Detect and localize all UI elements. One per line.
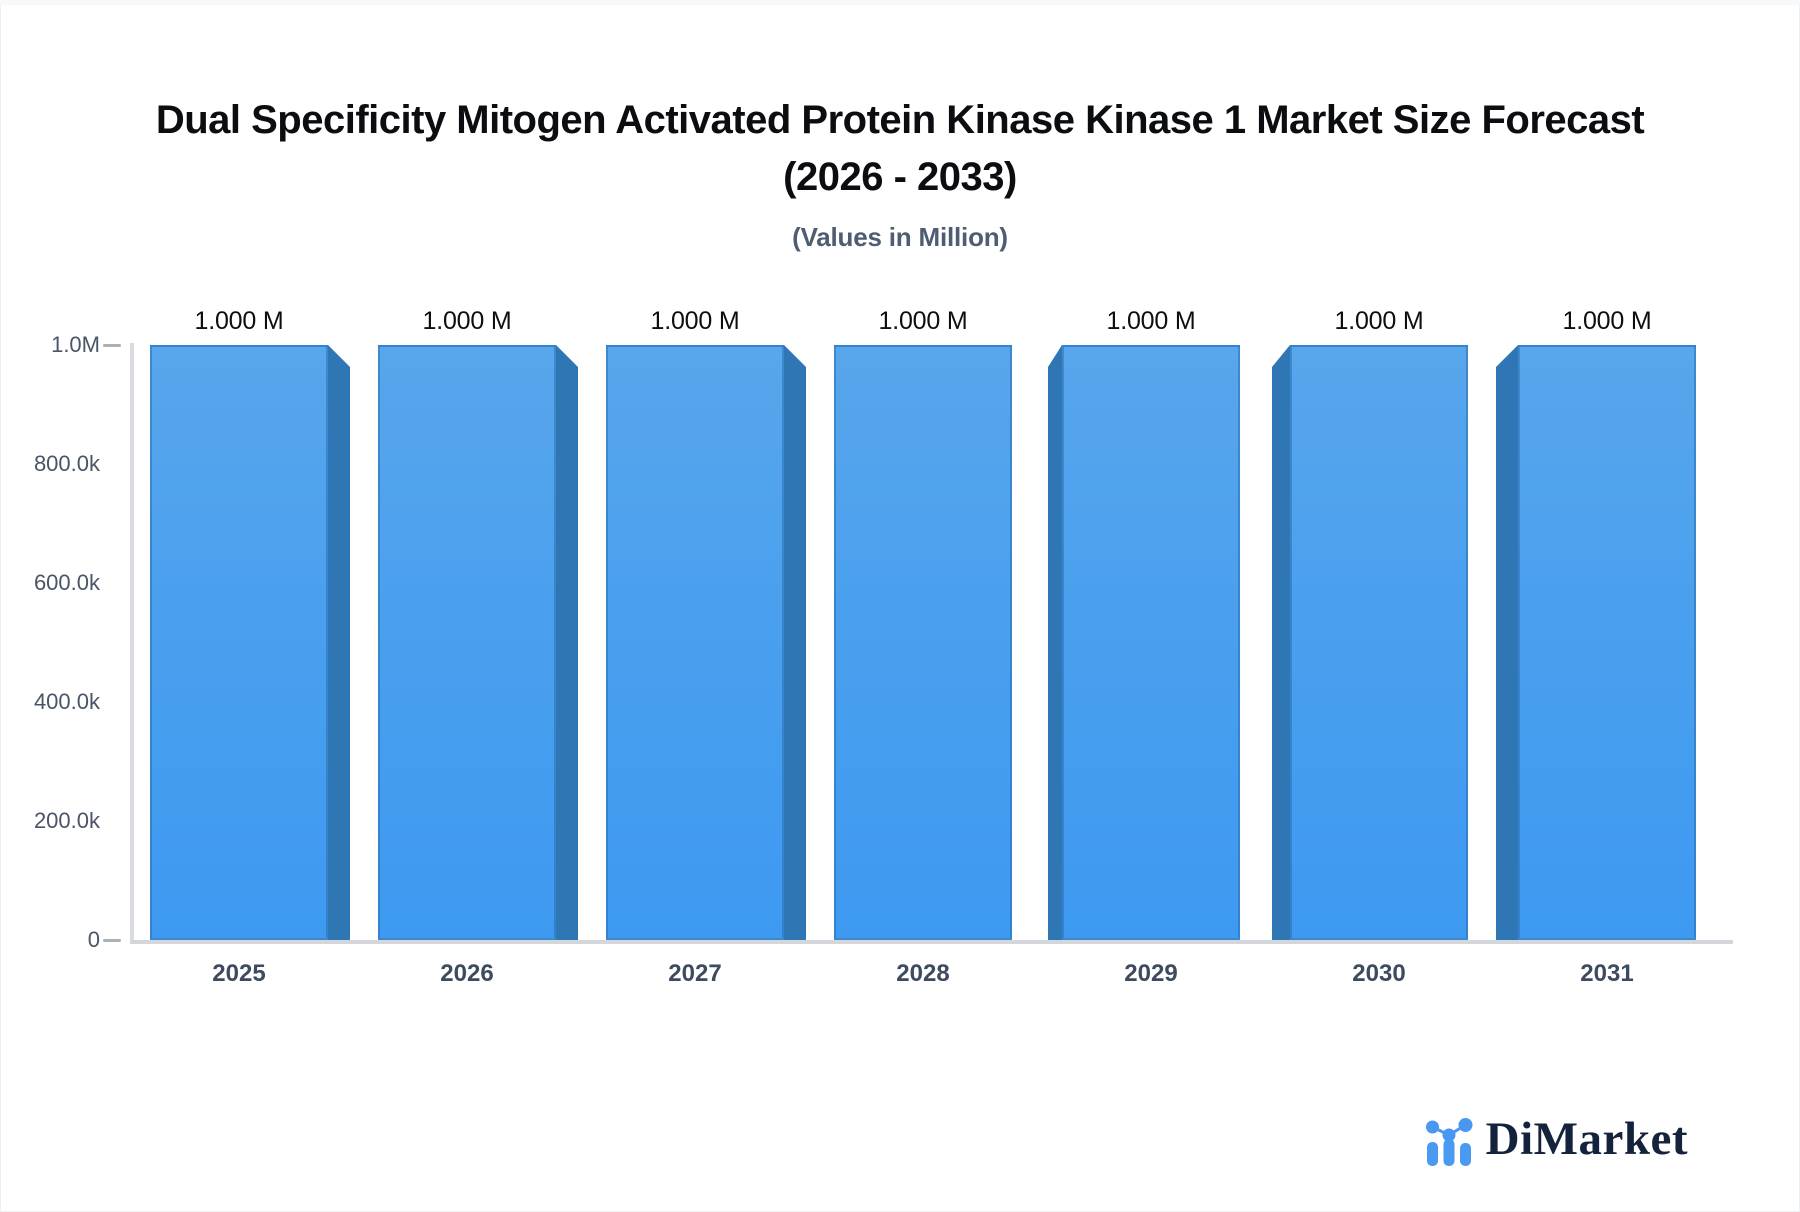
bar-3d-side <box>328 345 350 940</box>
y-tick-label: 1.0M <box>51 332 100 357</box>
bar-3d-side <box>784 345 806 940</box>
bar-face <box>378 345 556 940</box>
bar-2025[interactable] <box>150 345 350 940</box>
bar-2028[interactable] <box>834 345 1012 940</box>
bar-2029[interactable] <box>1048 345 1240 940</box>
x-tick-label: 2028 <box>896 960 950 987</box>
x-tick-label: 2025 <box>212 960 266 987</box>
dimarket-logo-icon <box>1425 1118 1473 1166</box>
bar-value-label: 1.000 M <box>878 307 968 335</box>
bar-value-label: 1.000 M <box>1106 307 1196 335</box>
y-tick-label: 200.0k <box>33 808 100 833</box>
bar-face <box>1290 345 1468 940</box>
y-tick-label: 800.0k <box>33 451 100 476</box>
bar-face <box>606 345 784 940</box>
bar-value-label: 1.000 M <box>650 307 740 335</box>
bar-2027[interactable] <box>606 345 806 940</box>
bar-3d-side <box>1496 345 1518 940</box>
bar-3d-side <box>1272 345 1290 940</box>
chart-title: Dual Specificity Mitogen Activated Prote… <box>155 98 1645 142</box>
bar-value-label: 1.000 M <box>1562 307 1652 335</box>
page-top-border <box>0 0 1800 5</box>
x-tick-label: 2030 <box>1352 960 1406 987</box>
bar-3d-side <box>556 345 578 940</box>
bar-face <box>1062 345 1240 940</box>
bar-face <box>150 345 328 940</box>
chart-title-years: (2026 - 2033) <box>783 155 1017 199</box>
x-tick-label: 2029 <box>1124 960 1178 987</box>
bar-3d-side <box>1048 345 1062 940</box>
y-tick-mark <box>103 938 121 942</box>
y-tick-label: 0 <box>87 927 100 952</box>
bar-2031[interactable] <box>1496 345 1696 940</box>
bar-value-label: 1.000 M <box>422 307 512 335</box>
y-tick-mark <box>103 343 121 347</box>
chart-subtitle: (Values in Million) <box>792 222 1008 252</box>
x-tick-label: 2027 <box>668 960 722 987</box>
bar-2030[interactable] <box>1272 345 1468 940</box>
chart-header: Dual Specificity Mitogen Activated Prote… <box>0 92 1800 253</box>
x-tick-label: 2031 <box>1580 960 1634 987</box>
x-tick-label: 2026 <box>440 960 494 987</box>
brand-name: DiMarket <box>1485 1113 1688 1165</box>
y-tick-label: 600.0k <box>33 570 100 595</box>
y-axis-line <box>130 343 134 940</box>
bar-value-label: 1.000 M <box>194 307 284 335</box>
brand-logo: DiMarket <box>1423 1112 1688 1166</box>
y-tick-label: 400.0k <box>33 689 100 714</box>
bar-2026[interactable] <box>378 345 578 940</box>
bar-face <box>1518 345 1696 940</box>
x-axis-line <box>130 940 1733 944</box>
bar-value-label: 1.000 M <box>1334 307 1424 335</box>
bar-face <box>834 345 1012 940</box>
